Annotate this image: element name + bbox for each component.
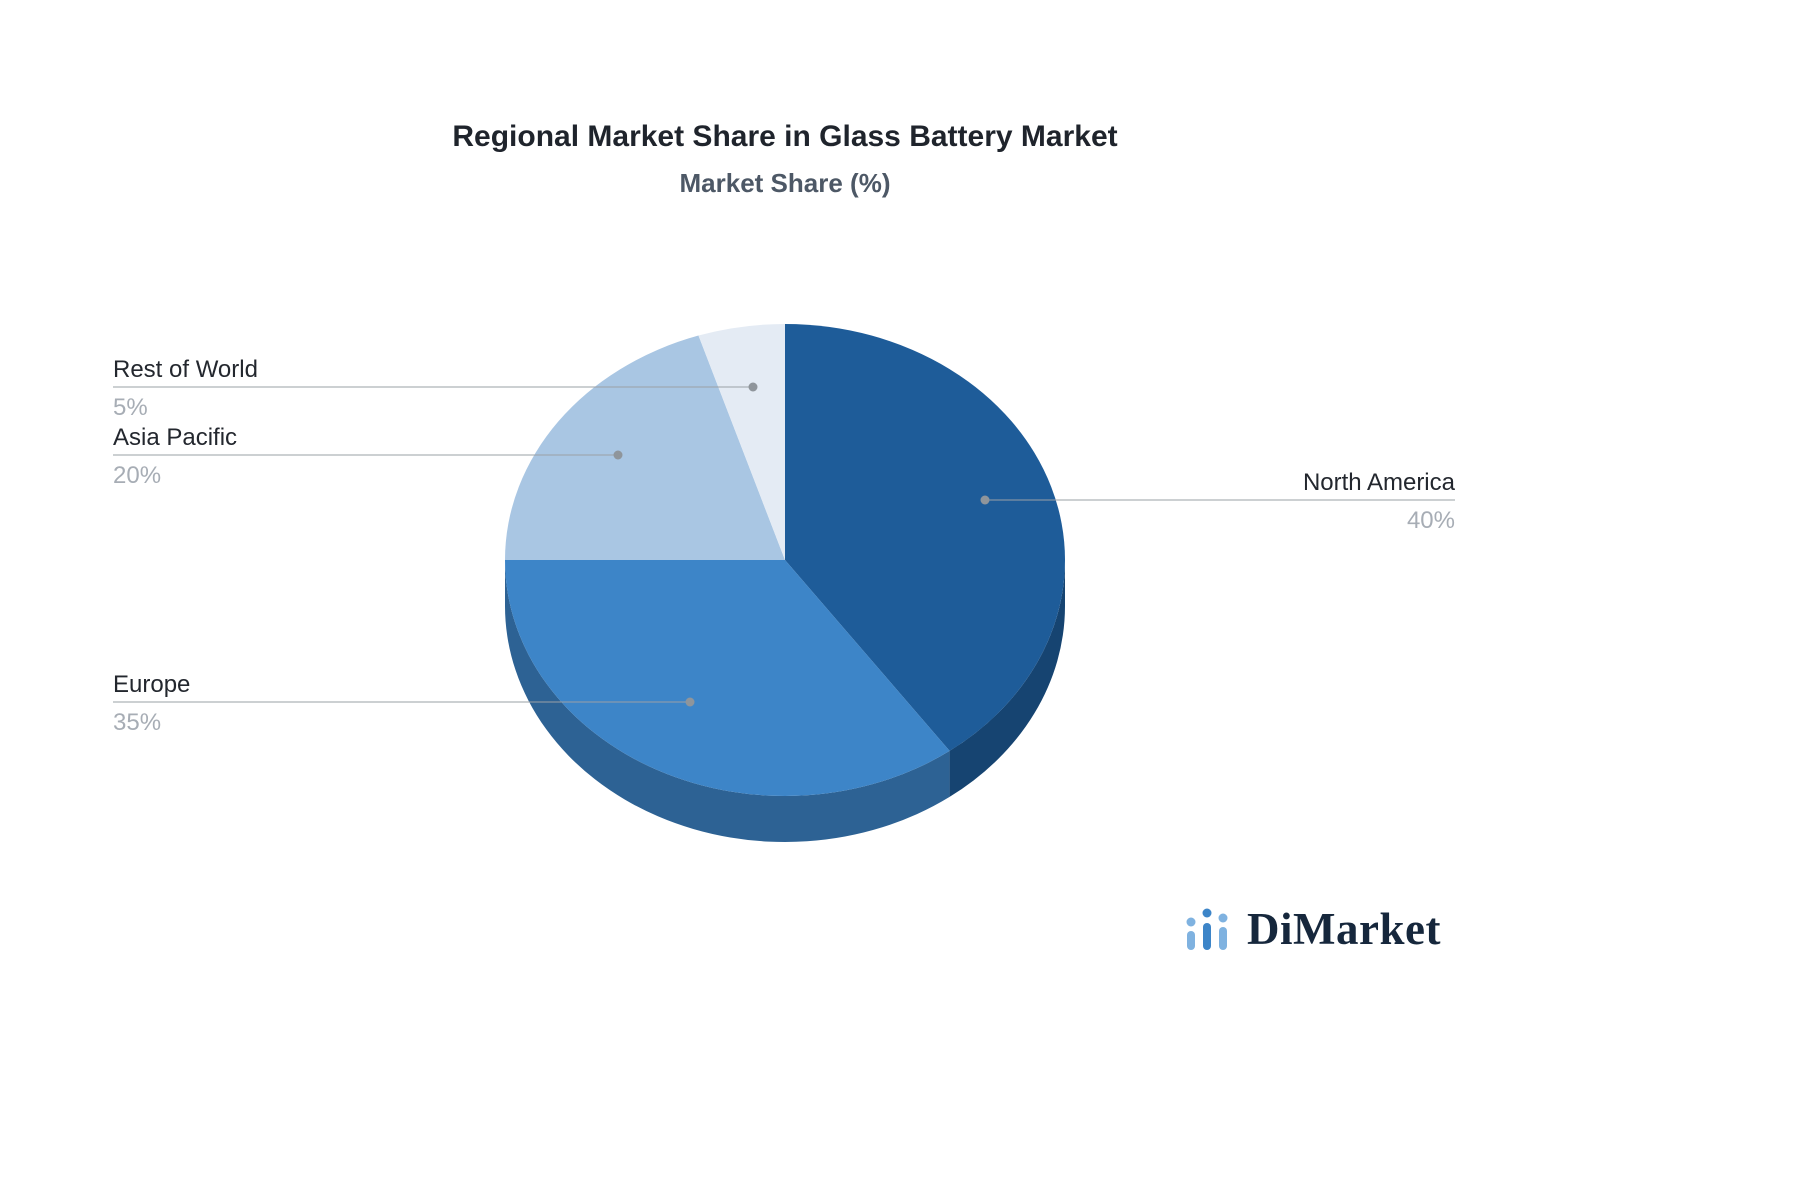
brand-logo: DiMarket — [1183, 903, 1441, 955]
callout-dot — [748, 382, 758, 392]
callout-rest-of-world: Rest of World 5% — [113, 356, 758, 421]
callout-europe: Europe 35% — [113, 671, 695, 736]
slice-value: 5% — [113, 394, 148, 421]
callout-asia-pacific: Asia Pacific 20% — [113, 424, 623, 489]
slice-label: Europe — [113, 671, 190, 698]
bar-chart-icon — [1186, 908, 1228, 950]
slice-value: 40% — [1407, 507, 1455, 534]
pie-slice-north-america[interactable] — [785, 323, 1066, 751]
slice-label: Asia Pacific — [113, 424, 237, 451]
callout-dot — [613, 450, 623, 460]
callout-dot — [685, 697, 695, 707]
pie-slice-europe[interactable] — [505, 560, 950, 797]
slice-value: 35% — [113, 709, 161, 736]
chart-subtitle: Market Share (%) — [679, 168, 891, 198]
slice-label: Rest of World — [113, 356, 258, 383]
chart-title: Regional Market Share in Glass Battery M… — [452, 120, 1118, 153]
pie-slice-side-europe — [504, 560, 950, 843]
pie-slice-side-north-america — [949, 560, 1065, 797]
brand-name: DiMarket — [1247, 904, 1441, 954]
pie-slice-rest-of-world[interactable] — [698, 324, 785, 560]
slice-value: 20% — [113, 462, 161, 489]
callout-north-america: North America 40% — [980, 469, 1456, 534]
slice-label: North America — [1303, 469, 1456, 496]
pie-slice-asia-pacific[interactable] — [505, 335, 785, 560]
callout-dot — [980, 495, 990, 505]
